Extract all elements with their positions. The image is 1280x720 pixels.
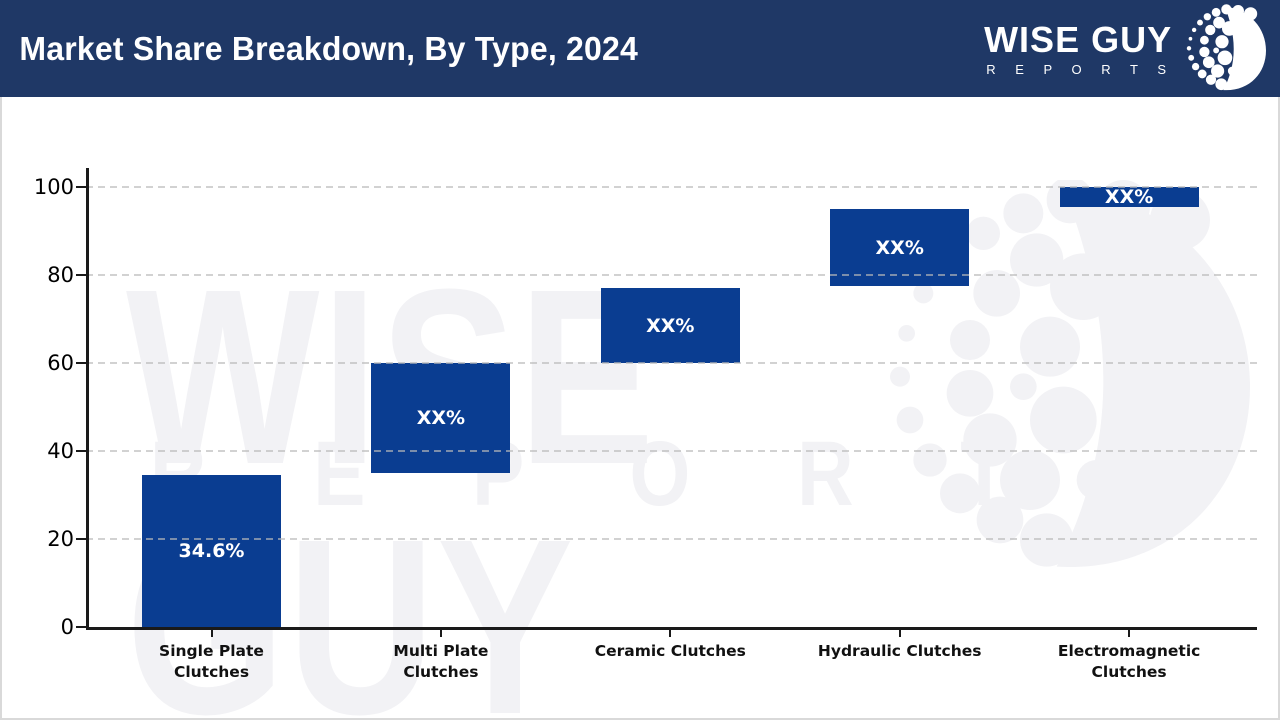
y-axis-tick-label: 100 (33, 175, 74, 199)
bar-value-label: XX% (416, 407, 466, 429)
x-axis-tick (1128, 628, 1131, 637)
category-label: Single Plate Clutches (159, 642, 264, 681)
y-axis-tick-label: 20 (47, 527, 74, 551)
category-label: Multi Plate Clutches (393, 642, 489, 681)
bar-segment: 34.6% (142, 474, 281, 627)
logo-head-icon (1186, 4, 1266, 91)
x-axis-tick (898, 628, 901, 637)
y-axis-tick (76, 538, 86, 540)
category-label: Hydraulic Clutches (817, 642, 982, 660)
y-axis-tick-label: 60 (47, 351, 74, 375)
chart-title: Market Share Breakdown, By Type, 2024 (19, 29, 639, 67)
bar-segment: XX% (600, 288, 740, 363)
logo-text: WISE GUY R E P O R T S (982, 18, 1174, 77)
y-axis-tick (76, 450, 86, 452)
x-axis-tick (669, 628, 672, 637)
bar-value-label: 34.6% (178, 539, 245, 562)
gridline-80 (86, 274, 1257, 276)
x-axis-line (86, 627, 1257, 630)
gridline-20 (86, 538, 1257, 540)
category-label: Ceramic Clutches (594, 642, 746, 660)
y-axis-tick (76, 626, 86, 628)
y-axis-tick (76, 274, 86, 276)
wise-guy-reports-logo: WISE GUY R E P O R T S (982, 4, 1266, 94)
y-axis-tick-label: 0 (60, 615, 74, 639)
bar-segment: XX% (371, 363, 511, 473)
header-bar: Market Share Breakdown, By Type, 2024 WI… (0, 0, 1280, 97)
y-axis-tick-label: 80 (47, 263, 74, 287)
y-axis-tick (76, 186, 86, 188)
logo-subtitle: R E P O R T S (986, 61, 1174, 77)
y-axis-tick (76, 362, 86, 364)
gridline-40 (86, 450, 1257, 452)
y-axis-tick-label: 40 (47, 439, 74, 463)
bar-value-label: XX% (646, 314, 695, 337)
x-axis-tick (439, 628, 442, 637)
category-label: Electromagnetic Clutches (1057, 642, 1201, 681)
gridline-60 (86, 362, 1257, 364)
y-axis-line (86, 168, 89, 629)
bar-value-label: XX% (875, 236, 924, 259)
logo-name: WISE GUY (984, 18, 1173, 60)
x-axis-tick (210, 628, 213, 637)
gridline-100 (86, 186, 1257, 188)
